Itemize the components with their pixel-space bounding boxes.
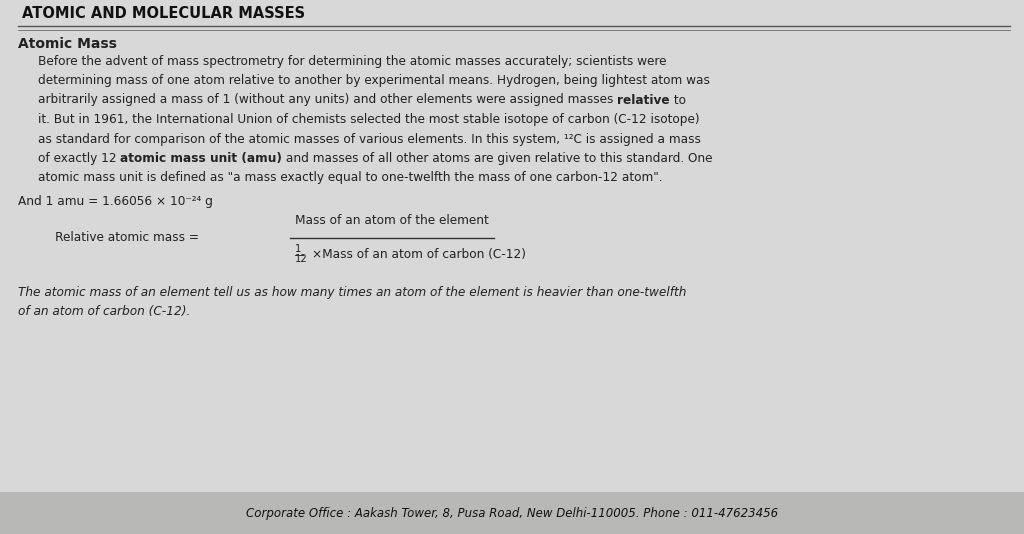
Text: and masses of all other atoms are given relative to this standard. One: and masses of all other atoms are given … <box>283 152 713 165</box>
Text: of exactly 12: of exactly 12 <box>38 152 121 165</box>
Text: it. But in 1961, the International Union of chemists selected the most stable is: it. But in 1961, the International Union… <box>38 113 699 126</box>
Bar <box>0 492 1024 534</box>
Text: to: to <box>670 93 686 106</box>
Text: The atomic mass of an element tell us as how many times an atom of the element i: The atomic mass of an element tell us as… <box>18 286 686 299</box>
Text: 12: 12 <box>295 255 308 264</box>
Text: 1: 1 <box>295 245 301 255</box>
Text: as standard for comparison of the atomic masses of various elements. In this sys: as standard for comparison of the atomic… <box>38 132 700 145</box>
Text: Relative atomic mass =: Relative atomic mass = <box>55 231 199 244</box>
Text: 12: 12 <box>295 255 308 264</box>
Text: of an atom of carbon (C-12).: of an atom of carbon (C-12). <box>18 305 190 318</box>
Text: Atomic Mass: Atomic Mass <box>18 37 117 51</box>
Text: arbitrarily assigned a mass of 1 (without any units) and other elements were ass: arbitrarily assigned a mass of 1 (withou… <box>38 93 617 106</box>
Text: Mass of an atom of the element: Mass of an atom of the element <box>295 214 488 227</box>
Text: ATOMIC AND MOLECULAR MASSES: ATOMIC AND MOLECULAR MASSES <box>22 6 305 21</box>
Text: Corporate Office : Aakash Tower, 8, Pusa Road, New Delhi-110005. Phone : 011-476: Corporate Office : Aakash Tower, 8, Pusa… <box>246 507 778 520</box>
Text: And 1 amu = 1.66056 × 10⁻²⁴ g: And 1 amu = 1.66056 × 10⁻²⁴ g <box>18 195 213 208</box>
Text: Before the advent of mass spectrometry for determining the atomic masses accurat: Before the advent of mass spectrometry f… <box>38 54 667 67</box>
Text: relative: relative <box>617 93 670 106</box>
Text: ×Mass of an atom of carbon (C-12): ×Mass of an atom of carbon (C-12) <box>311 248 525 261</box>
Text: atomic mass unit (amu): atomic mass unit (amu) <box>121 152 283 165</box>
Text: 1: 1 <box>295 245 301 255</box>
Text: determining mass of one atom relative to another by experimental means. Hydrogen: determining mass of one atom relative to… <box>38 74 710 87</box>
Text: atomic mass unit is defined as "a mass exactly equal to one-twelfth the mass of : atomic mass unit is defined as "a mass e… <box>38 171 663 185</box>
Text: Mass of an atom of the element: Mass of an atom of the element <box>295 214 488 227</box>
